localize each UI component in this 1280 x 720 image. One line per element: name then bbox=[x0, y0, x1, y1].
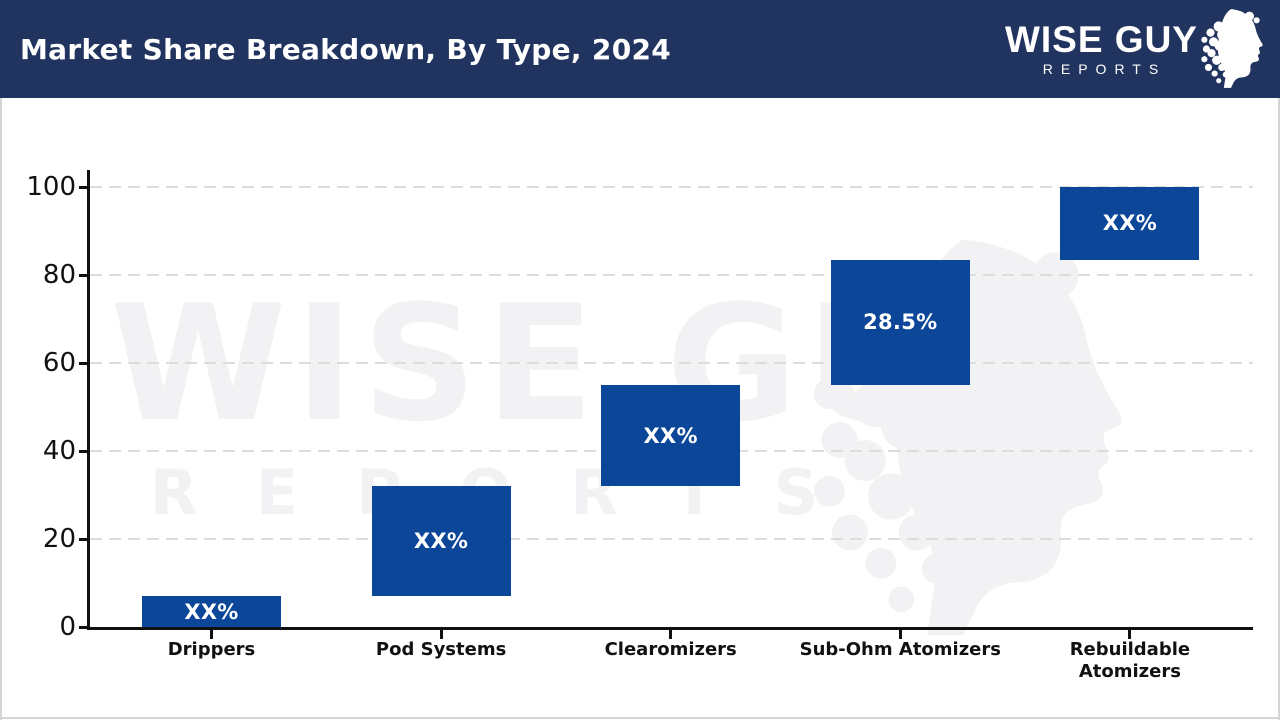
logo-subtitle: REPORTS bbox=[1042, 60, 1167, 77]
x-tick bbox=[669, 630, 673, 639]
card-border-left bbox=[0, 98, 2, 720]
wiseguy-face-icon bbox=[1201, 9, 1263, 88]
x-category-label-line: Sub-Ohm Atomizers bbox=[799, 639, 1001, 660]
gridline bbox=[90, 274, 1253, 276]
bar-value-label: 28.5% bbox=[863, 310, 938, 335]
bar-segment: XX% bbox=[601, 385, 741, 487]
y-tick bbox=[79, 273, 88, 277]
x-tick bbox=[439, 630, 443, 639]
x-category-label: Sub-Ohm Atomizers bbox=[785, 639, 1015, 661]
bar-segment: XX% bbox=[371, 486, 511, 597]
x-category-label: Clearomizers bbox=[556, 639, 786, 661]
bar-value-label: XX% bbox=[1102, 211, 1158, 236]
wiseguy-logo: WISE GUY REPORTS bbox=[1005, 6, 1270, 92]
gridline bbox=[90, 186, 1253, 188]
card-border-bottom bbox=[0, 717, 1280, 719]
x-category-label: Drippers bbox=[97, 639, 327, 661]
x-category-label: Pod Systems bbox=[326, 639, 556, 661]
gridline bbox=[90, 538, 1253, 540]
y-tick-label: 20 bbox=[42, 524, 76, 554]
x-category-label-line: Rebuildable bbox=[1069, 639, 1191, 660]
gridline bbox=[90, 362, 1253, 364]
bar-value-label: XX% bbox=[643, 423, 698, 448]
x-category-label-line: Pod Systems bbox=[375, 639, 507, 660]
bar-segment: XX% bbox=[1060, 187, 1200, 260]
y-tick-label: 100 bbox=[26, 172, 76, 202]
card-border-right bbox=[1278, 98, 1280, 720]
header: Market Share Breakdown, By Type, 2024 WI… bbox=[0, 0, 1280, 98]
watermark-subtitle: REPORTS bbox=[150, 456, 877, 529]
x-category-label: Rebuildable Atomizers bbox=[1015, 639, 1245, 683]
wiseguy-logo-text: WISE GUY REPORTS bbox=[1004, 19, 1198, 77]
x-tick bbox=[898, 630, 902, 639]
page-title: Market Share Breakdown, By Type, 2024 bbox=[20, 32, 672, 66]
x-category-label-line: Clearomizers bbox=[604, 639, 737, 660]
y-tick-label: 60 bbox=[42, 348, 76, 378]
bar-segment: 28.5% bbox=[830, 259, 970, 385]
bar-value-label: XX% bbox=[184, 599, 239, 624]
y-tick-label: 0 bbox=[59, 612, 76, 642]
y-tick bbox=[79, 537, 88, 541]
y-tick-label: 40 bbox=[42, 436, 76, 466]
y-tick bbox=[79, 449, 88, 453]
x-axis-line bbox=[87, 627, 1253, 630]
x-category-label-line: Atomizers bbox=[1078, 661, 1181, 682]
y-tick bbox=[79, 185, 88, 189]
bar-value-label: XX% bbox=[413, 529, 469, 554]
x-category-label-line: Drippers bbox=[167, 639, 256, 660]
logo-wordmark: WISE GUY bbox=[1004, 19, 1198, 61]
bar-segment: XX% bbox=[142, 596, 281, 627]
y-tick-label: 80 bbox=[42, 260, 76, 290]
y-axis-line bbox=[87, 170, 90, 630]
y-tick bbox=[79, 625, 88, 629]
y-tick bbox=[79, 361, 88, 365]
x-tick bbox=[1128, 630, 1132, 639]
x-tick bbox=[210, 630, 213, 639]
